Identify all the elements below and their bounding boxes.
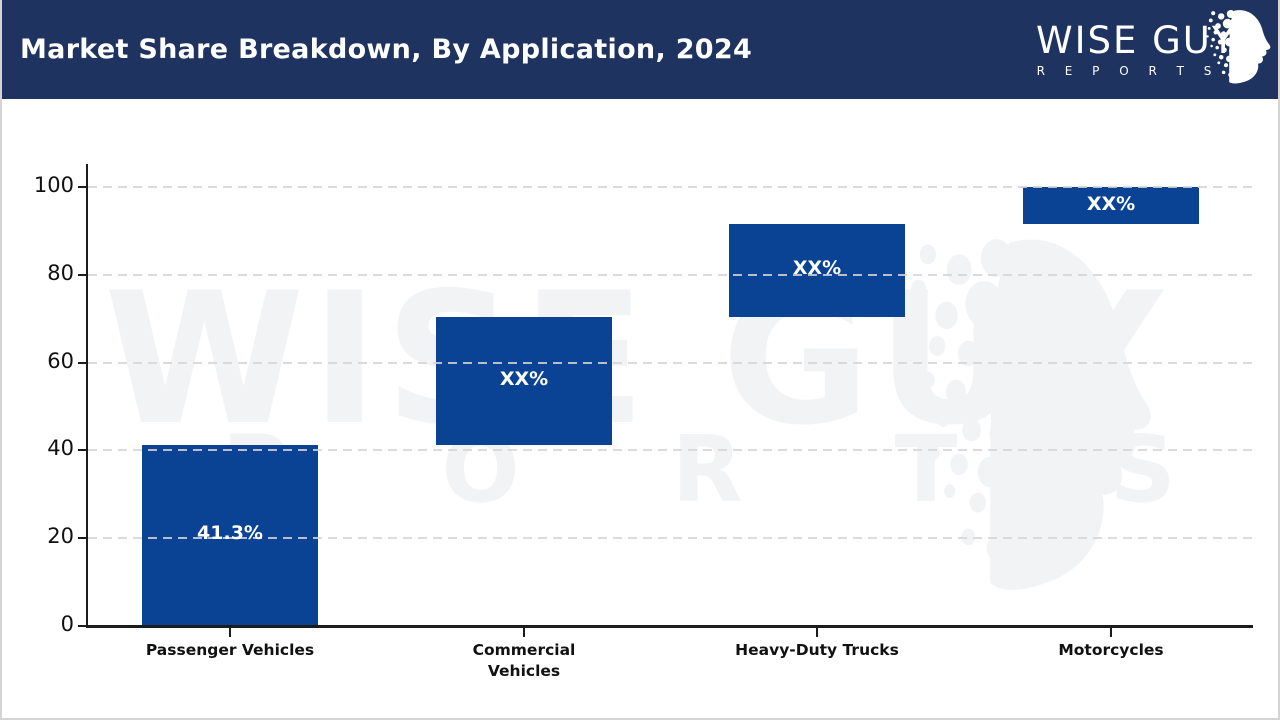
y-axis-tick bbox=[78, 625, 87, 627]
logo-subtext: R E P O R T S bbox=[1036, 63, 1220, 78]
logo-wordmark: WISE GUY bbox=[1036, 19, 1237, 62]
y-axis-tick-label: 0 bbox=[60, 612, 74, 636]
bar-value-label: XX% bbox=[792, 257, 842, 280]
logo-face-icon bbox=[1190, 6, 1278, 94]
chart-title: Market Share Breakdown, By Application, … bbox=[20, 34, 753, 65]
y-axis-tick-label: 40 bbox=[47, 436, 74, 461]
bar-segment bbox=[1023, 187, 1199, 225]
gridline bbox=[88, 537, 1253, 540]
gridline bbox=[88, 273, 1253, 276]
x-axis-category-label: Passenger Vehicles bbox=[145, 641, 315, 659]
gridline bbox=[88, 361, 1253, 364]
x-axis-tick bbox=[523, 628, 525, 637]
y-axis-tick bbox=[78, 361, 87, 364]
y-axis-tick-label: 80 bbox=[47, 260, 74, 285]
y-axis-tick-label: 100 bbox=[33, 173, 74, 197]
bar-value-label: XX% bbox=[1086, 192, 1136, 215]
bar-segment bbox=[142, 444, 318, 626]
y-axis-tick-label: 20 bbox=[47, 524, 74, 549]
x-axis-tick bbox=[1110, 628, 1112, 637]
x-axis-line bbox=[86, 625, 1253, 628]
logo: WISE GUY R E P O R T S bbox=[1036, 19, 1237, 78]
x-axis-tick bbox=[816, 628, 818, 637]
gridline bbox=[88, 449, 1253, 452]
x-axis-tick bbox=[229, 628, 231, 637]
bar-segment bbox=[729, 224, 905, 317]
gridline bbox=[88, 186, 1253, 188]
bar-value-label: XX% bbox=[499, 367, 549, 390]
x-axis-category-label: Motorcycles bbox=[1058, 641, 1164, 659]
y-axis-tick-label: 60 bbox=[47, 348, 74, 373]
bar-segment bbox=[436, 316, 612, 445]
y-axis-tick bbox=[78, 537, 87, 540]
y-axis-tick bbox=[78, 449, 87, 452]
y-axis-tick bbox=[78, 273, 87, 276]
x-axis-category-label: Heavy-Duty Trucks bbox=[735, 641, 899, 659]
y-axis-tick bbox=[78, 186, 87, 188]
header-bar: Market Share Breakdown, By Application, … bbox=[0, 0, 1280, 99]
x-axis-category-label: Commercial Vehicles bbox=[472, 641, 576, 680]
y-axis-line bbox=[86, 164, 88, 627]
bar-value-label: 41.3% bbox=[197, 522, 263, 545]
